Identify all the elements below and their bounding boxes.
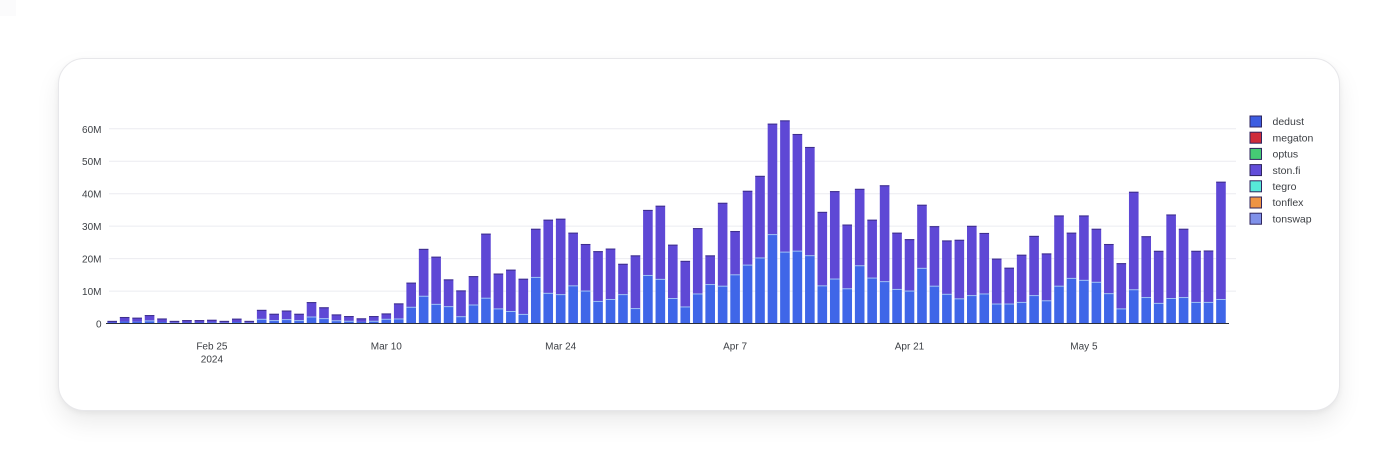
svg-text:May 5: May 5 [1070,341,1098,352]
svg-text:Feb 25: Feb 25 [196,341,228,352]
svg-text:dedust: dedust [1273,116,1305,128]
svg-text:60M: 60M [82,125,101,136]
svg-text:tonflex: tonflex [1273,197,1305,209]
svg-text:megaton: megaton [1273,132,1314,144]
svg-text:2024: 2024 [201,354,224,365]
svg-text:Mar 10: Mar 10 [371,341,403,352]
svg-text:0: 0 [96,320,102,331]
svg-text:10M: 10M [82,287,101,298]
svg-text:40M: 40M [82,190,101,201]
svg-text:50M: 50M [82,157,101,168]
svg-text:30M: 30M [82,222,101,233]
svg-text:optus: optus [1273,149,1299,161]
svg-text:tegro: tegro [1273,181,1297,193]
svg-text:tonswap: tonswap [1273,213,1312,225]
svg-text:Mar 24: Mar 24 [545,341,577,352]
svg-text:ston.fi: ston.fi [1273,165,1301,177]
svg-text:Apr 21: Apr 21 [895,341,925,352]
svg-text:20M: 20M [82,255,101,266]
svg-text:Apr 7: Apr 7 [723,341,747,352]
